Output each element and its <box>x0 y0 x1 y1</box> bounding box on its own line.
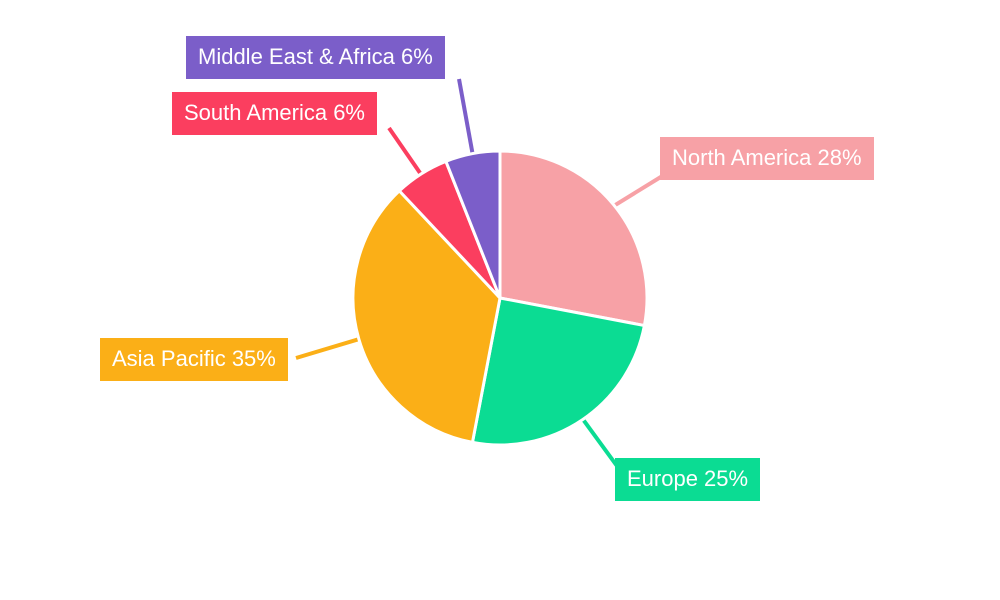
pie-slice-europe[interactable] <box>470 296 646 447</box>
slice-label-europe: Europe 25% <box>615 458 761 501</box>
pie-slice-asia-pacific[interactable] <box>351 189 502 444</box>
pie-slice-north-america[interactable] <box>498 149 649 328</box>
slice-label-south-america: South America 6% <box>172 92 377 135</box>
leader-line-middle-east-africa <box>457 78 477 166</box>
slice-label-middle-east-africa: Middle East & Africa 6% <box>186 36 445 79</box>
slice-label-north-america: North America 28% <box>660 137 874 180</box>
pie-slice-middle-east-africa[interactable] <box>444 149 502 300</box>
slice-label-asia-pacific: Asia Pacific 35% <box>100 338 288 381</box>
